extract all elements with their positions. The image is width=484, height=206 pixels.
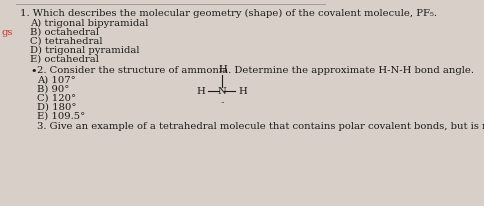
Text: E) octahedral: E) octahedral (30, 55, 99, 64)
Text: C) 120°: C) 120° (37, 94, 76, 103)
Text: 2. Consider the structure of ammonia. Determine the approximate H-N-H bond angle: 2. Consider the structure of ammonia. De… (37, 66, 473, 75)
Text: C) tetrahedral: C) tetrahedral (30, 37, 103, 46)
Text: E) 109.5°: E) 109.5° (37, 111, 85, 121)
Text: •: • (30, 66, 37, 76)
Text: N: N (217, 87, 226, 96)
Text: D) 180°: D) 180° (37, 103, 76, 111)
Text: A) trigonal bipyramidal: A) trigonal bipyramidal (30, 19, 148, 28)
Text: ..: .. (220, 97, 224, 103)
Text: 3. Give an example of a tetrahedral molecule that contains polar covalent bonds,: 3. Give an example of a tetrahedral mole… (37, 121, 484, 130)
Text: H: H (218, 65, 227, 74)
Text: 1. Which describes the molecular geometry (shape) of the covalent molecule, PF₅.: 1. Which describes the molecular geometr… (20, 9, 436, 18)
Text: B) octahedral: B) octahedral (30, 28, 99, 37)
Text: H: H (196, 87, 205, 96)
Text: gs: gs (1, 28, 13, 37)
Text: A) 107°: A) 107° (37, 76, 76, 85)
Text: H: H (238, 87, 247, 96)
Text: D) trigonal pyramidal: D) trigonal pyramidal (30, 46, 139, 55)
Text: B) 90°: B) 90° (37, 85, 69, 94)
